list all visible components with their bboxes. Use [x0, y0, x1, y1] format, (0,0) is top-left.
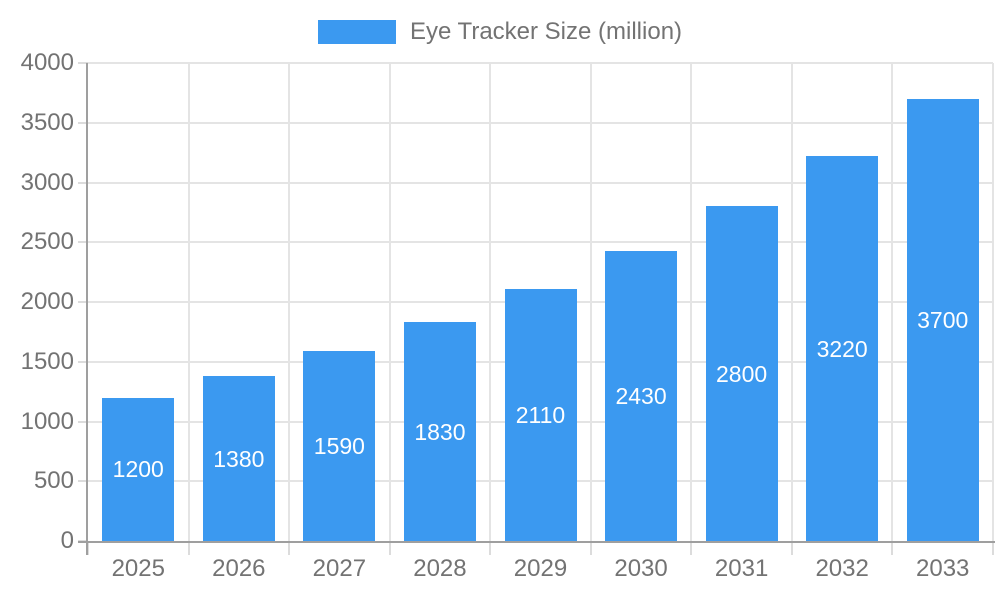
- x-gridline: [187, 63, 190, 541]
- legend-swatch: [317, 20, 396, 44]
- x-gridline: [891, 63, 894, 541]
- x-axis-tick-label: 2029: [513, 555, 568, 582]
- y-tick-mark: [78, 181, 88, 184]
- x-axis-tick-label: 2027: [312, 555, 367, 582]
- x-axis-tick-label: 2033: [916, 555, 970, 582]
- y-gridline: [88, 181, 993, 184]
- y-axis-tick-label: 1000: [20, 407, 74, 435]
- y-gridline: [88, 62, 993, 64]
- x-tick-mark: [589, 541, 592, 555]
- x-tick-mark: [790, 541, 793, 555]
- x-axis-tick-label: 2025: [111, 555, 165, 582]
- x-tick-mark: [388, 541, 391, 555]
- x-axis-tick-label: 2030: [614, 555, 668, 582]
- y-tick-mark: [78, 121, 88, 124]
- bar-2031[interactable]: [705, 206, 778, 541]
- x-axis-tick-label: 2031: [714, 555, 769, 582]
- x-axis-line: [78, 541, 995, 543]
- x-tick-mark: [489, 541, 492, 555]
- y-gridline: [88, 121, 993, 124]
- x-gridline: [589, 63, 592, 541]
- y-axis-tick-label: 500: [33, 467, 74, 495]
- x-axis-tick-label: 2026: [212, 555, 266, 582]
- y-axis-tick-label: 1500: [20, 347, 74, 375]
- bar-2028[interactable]: [403, 322, 476, 541]
- y-axis-tick-label: 2500: [20, 228, 74, 256]
- y-tick-mark: [78, 301, 88, 303]
- x-tick-mark: [891, 541, 894, 555]
- y-axis-tick-label: 2000: [20, 288, 74, 315]
- x-gridline: [388, 63, 391, 541]
- y-axis-line: [86, 63, 88, 555]
- bar-2027[interactable]: [303, 350, 376, 541]
- y-axis-tick-label: 4000: [20, 49, 74, 76]
- bar-2030[interactable]: [605, 250, 678, 541]
- y-tick-mark: [78, 480, 88, 483]
- bar-2032[interactable]: [806, 156, 879, 541]
- bar-2025[interactable]: [102, 397, 175, 541]
- x-gridline: [992, 63, 994, 541]
- y-tick-mark: [78, 360, 88, 363]
- y-axis-tick-label: 0: [60, 527, 74, 554]
- x-tick-mark: [87, 541, 89, 555]
- x-axis-tick-label: 2032: [815, 555, 869, 582]
- x-axis-tick-label: 2028: [413, 555, 467, 582]
- bar-2029[interactable]: [504, 288, 577, 541]
- x-tick-mark: [187, 541, 190, 555]
- x-gridline: [489, 63, 492, 541]
- x-tick-mark: [992, 541, 994, 555]
- y-axis-tick-label: 3500: [20, 108, 74, 136]
- legend-label: Eye Tracker Size (million): [409, 18, 683, 45]
- y-axis-tick-label: 3000: [20, 168, 74, 196]
- x-gridline: [790, 63, 793, 541]
- y-gridline: [88, 241, 993, 244]
- bar-2026[interactable]: [202, 376, 275, 541]
- y-tick-mark: [78, 62, 88, 64]
- x-tick-mark: [288, 541, 291, 555]
- bar-2033[interactable]: [906, 98, 979, 541]
- y-tick-mark: [78, 420, 88, 423]
- legend-item[interactable]: Eye Tracker Size (million): [0, 18, 1000, 46]
- y-tick-mark: [78, 241, 88, 244]
- x-gridline: [690, 63, 693, 541]
- x-gridline: [288, 63, 291, 541]
- x-tick-mark: [690, 541, 693, 555]
